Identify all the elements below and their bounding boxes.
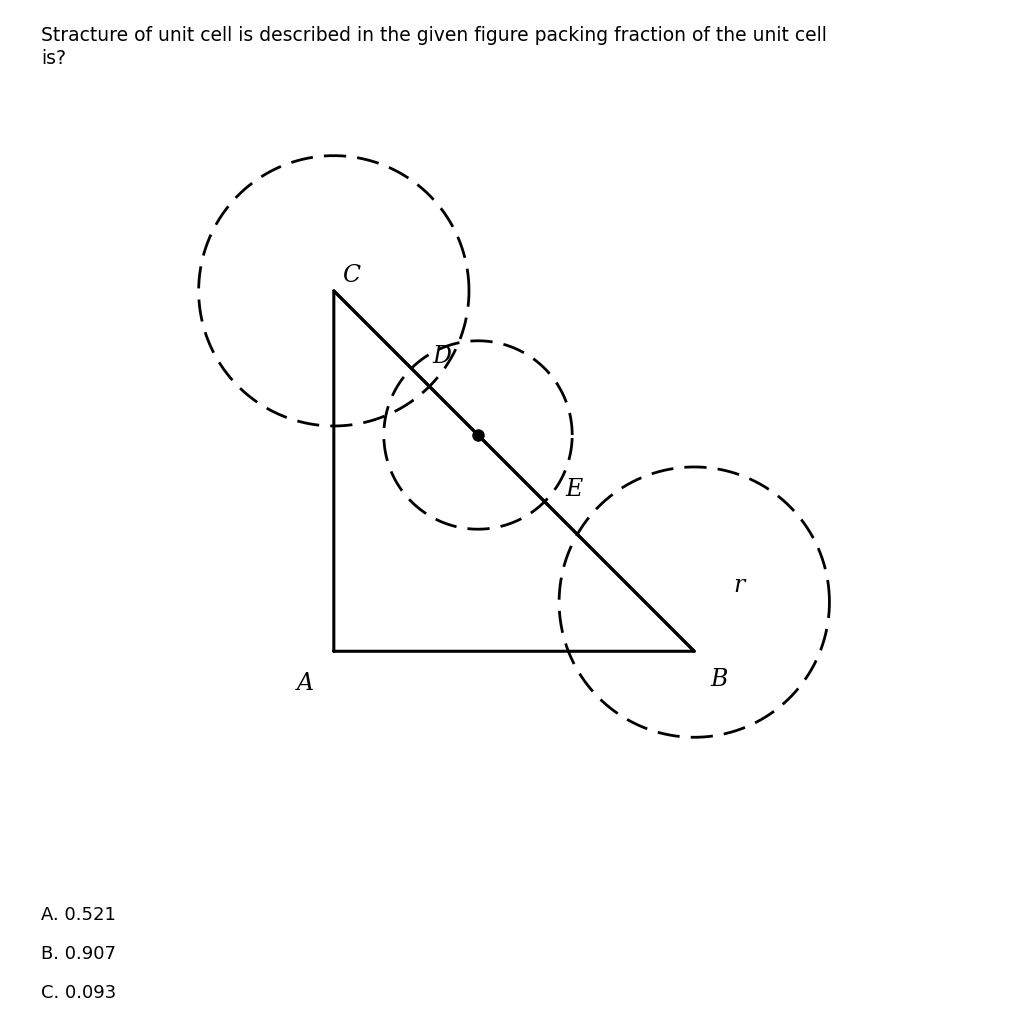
Text: r: r [734, 574, 744, 597]
Text: B: B [711, 668, 728, 690]
Text: B. 0.907: B. 0.907 [41, 945, 116, 964]
Text: D: D [432, 345, 451, 368]
Text: C: C [342, 264, 360, 287]
Text: C. 0.093: C. 0.093 [41, 984, 116, 1002]
Text: is?: is? [41, 49, 66, 69]
Text: A. 0.521: A. 0.521 [41, 906, 116, 925]
Text: E: E [565, 478, 583, 501]
Text: D. 0.745: D. 0.745 [41, 1023, 118, 1024]
Text: Stracture of unit cell is described in the given figure packing fraction of the : Stracture of unit cell is described in t… [41, 26, 826, 45]
Text: A: A [296, 672, 313, 694]
